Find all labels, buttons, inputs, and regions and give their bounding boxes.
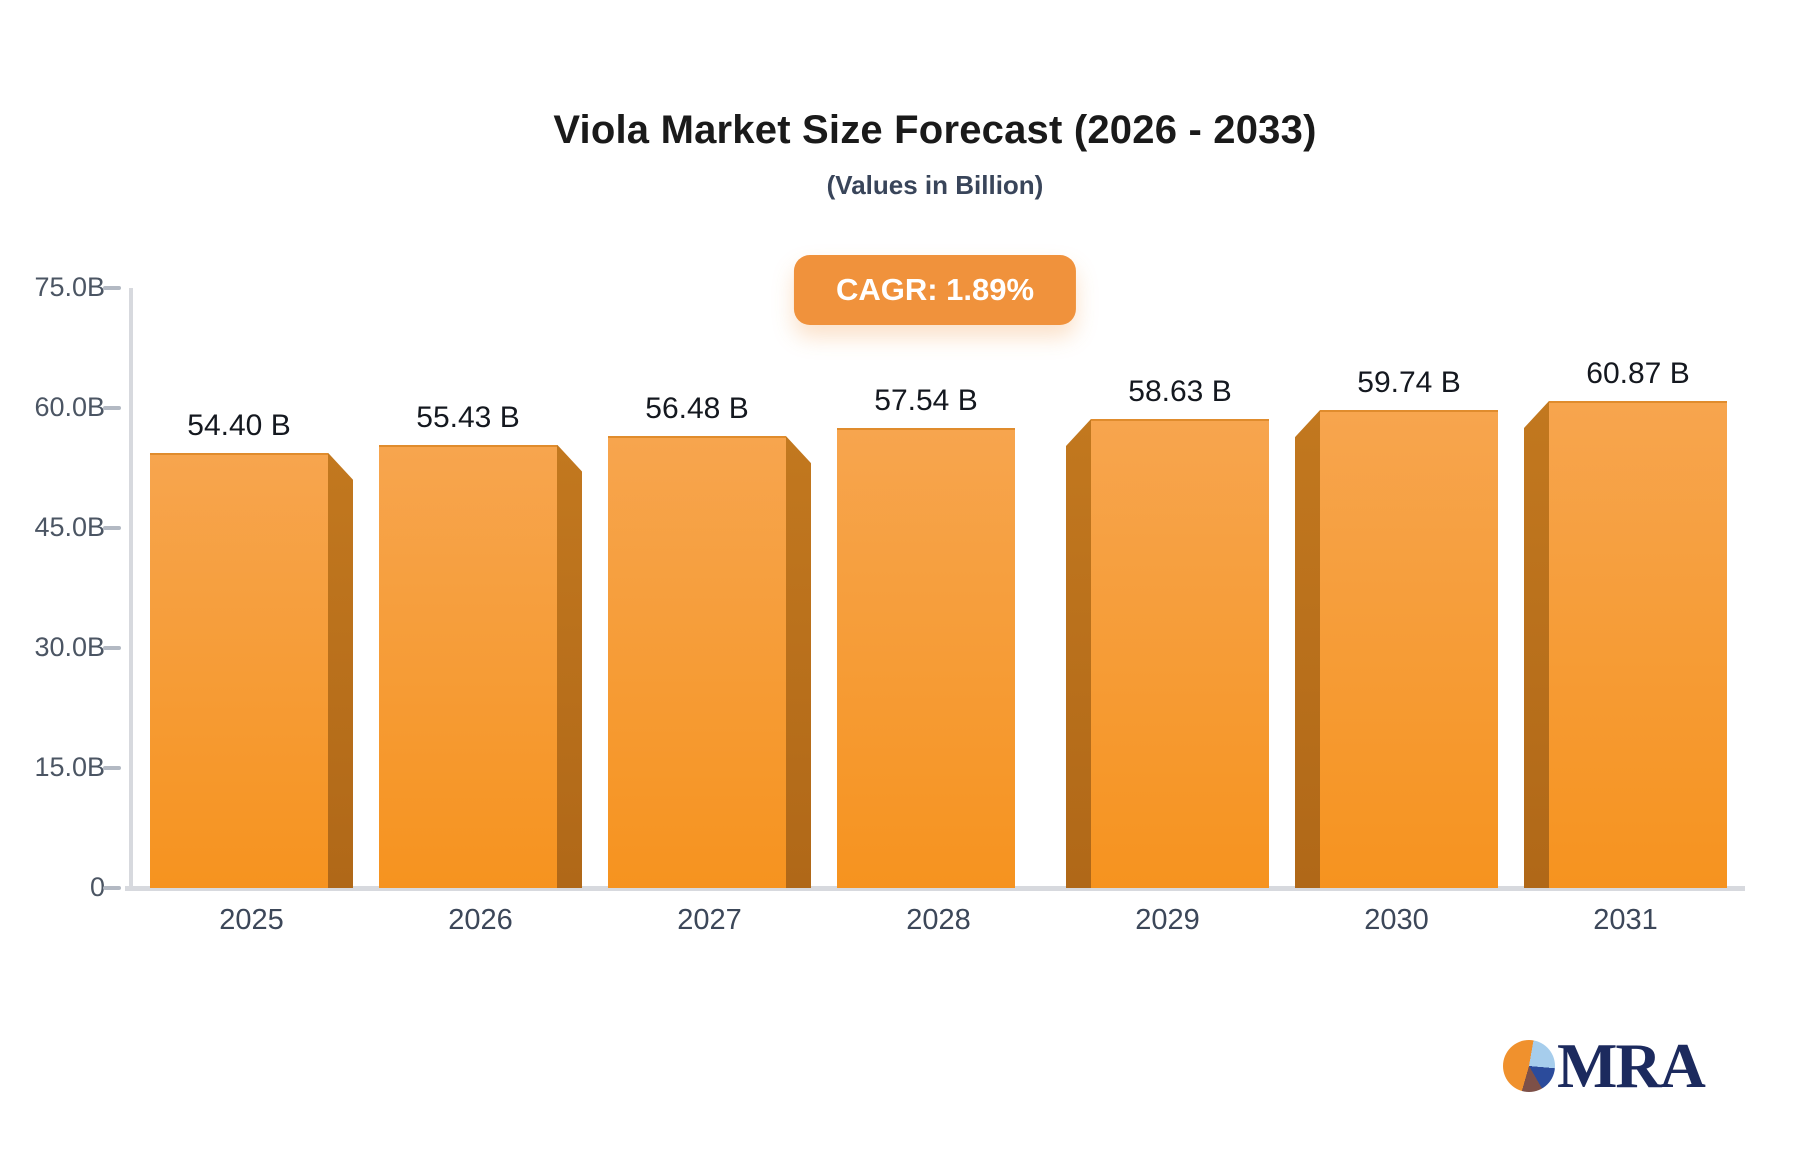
bar-front-face (379, 444, 557, 888)
x-axis-label: 2026 (448, 904, 513, 936)
bar-value-label: 57.54 B (874, 383, 978, 417)
bar-2028: 57.54 B (837, 384, 1015, 888)
bar-2027: 56.48 B (608, 392, 811, 888)
bar-value-label: 56.48 B (645, 392, 749, 426)
y-tick-label: 60.0B (34, 392, 105, 422)
chart-subtitle: (Values in Billion) (826, 170, 1044, 200)
bar-3d-side (557, 444, 582, 888)
y-tick-label: 15.0B (34, 752, 105, 782)
bar-value-label: 60.87 B (1586, 357, 1690, 391)
bar-value-label: 59.74 B (1357, 366, 1461, 400)
y-tick-dash (103, 406, 121, 410)
bar-front-face (608, 436, 786, 888)
x-axis-label: 2025 (219, 904, 284, 936)
mra-logo: MRA (1503, 1030, 1706, 1101)
x-axis-baseline (125, 886, 1745, 891)
bar-3d-side (786, 436, 811, 888)
bar-2025: 54.40 B (150, 409, 353, 888)
bar-3d-side (1295, 410, 1320, 888)
bar-front-face (1549, 401, 1727, 888)
pie-chart-logo-icon (1503, 1040, 1555, 1092)
bar-3d-side (1066, 418, 1091, 888)
y-tick-label: 45.0B (34, 512, 105, 542)
y-tick-label: 0 (89, 872, 105, 902)
bar-3d-side (1524, 401, 1549, 888)
bar-front-face (150, 452, 328, 888)
bar-2031: 60.87 B (1524, 357, 1727, 888)
cagr-badge: CAGR: 1.89% (793, 255, 1077, 325)
bar-value-label: 58.63 B (1128, 374, 1232, 408)
y-tick-dash (103, 646, 121, 650)
chart-title: Viola Market Size Forecast (2026 - 2033) (553, 108, 1317, 152)
logo-text: MRA (1557, 1030, 1706, 1101)
x-axis-label: 2029 (1135, 904, 1200, 936)
bar-front-face (837, 427, 1015, 888)
y-tick-dash (103, 526, 121, 530)
bar-2029: 58.63 B (1066, 375, 1269, 888)
x-axis-label: 2027 (677, 904, 742, 936)
bar-2030: 59.74 B (1295, 366, 1498, 888)
bar-value-label: 55.43 B (416, 400, 520, 434)
y-tick-label: 30.0B (34, 632, 105, 662)
bar-2026: 55.43 B (379, 401, 582, 888)
bar-front-face (1320, 410, 1498, 888)
y-tick-dash (103, 286, 121, 290)
y-tick-dash (103, 886, 121, 890)
x-axis-label: 2028 (906, 904, 971, 936)
bar-front-face (1091, 418, 1269, 888)
bar-3d-side (328, 452, 353, 888)
y-axis-line (129, 288, 133, 889)
x-axis-label: 2030 (1364, 904, 1429, 936)
x-axis-label: 2031 (1593, 904, 1658, 936)
bar-value-label: 54.40 B (187, 408, 291, 442)
y-tick-dash (103, 766, 121, 770)
y-tick-label: 75.0B (34, 272, 105, 302)
